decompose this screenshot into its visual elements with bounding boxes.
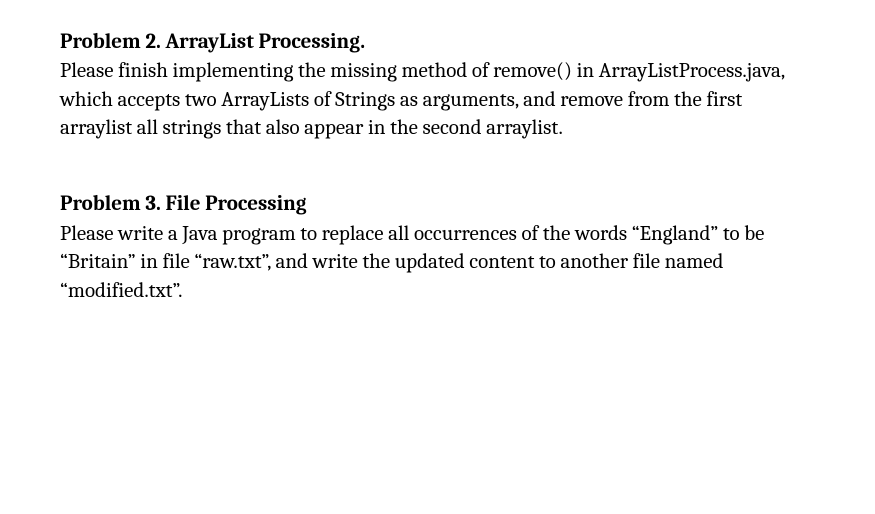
- problem-title: Problem 2. ArrayList Processing.: [60, 28, 815, 57]
- problem-block: Problem 3. File Processing Please write …: [60, 190, 815, 304]
- problem-body: Please finish implementing the missing m…: [60, 57, 815, 142]
- problem-body: Please write a Java program to replace a…: [60, 220, 815, 305]
- problem-block: Problem 2. ArrayList Processing. Please …: [60, 28, 815, 142]
- problem-title: Problem 3. File Processing: [60, 190, 815, 219]
